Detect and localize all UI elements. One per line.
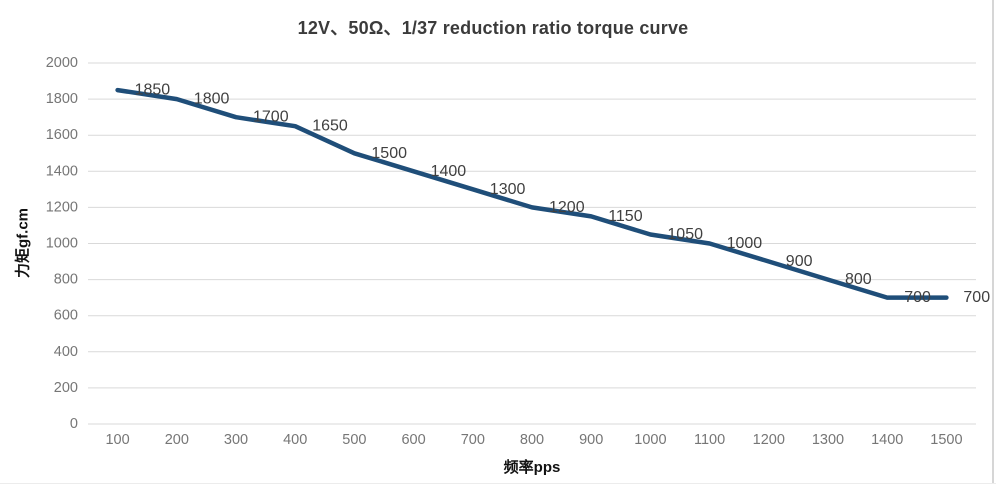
x-tick-label: 900	[579, 432, 603, 448]
x-tick-label: 300	[224, 432, 248, 448]
y-tick-label: 1600	[46, 127, 78, 143]
y-tick-label: 1200	[46, 199, 78, 215]
x-tick-label: 1200	[753, 432, 785, 448]
x-tick-label: 1000	[634, 432, 666, 448]
chart-title: 12V、50Ω、1/37 reduction ratio torque curv…	[297, 18, 689, 38]
x-tick-label: 500	[342, 432, 366, 448]
x-tick-label: 1500	[930, 432, 962, 448]
data-label: 1200	[549, 199, 585, 216]
y-tick-label: 600	[54, 308, 78, 324]
y-tick-label: 800	[54, 272, 78, 288]
data-label: 1800	[194, 91, 230, 108]
y-tick-label: 400	[54, 344, 78, 360]
y-tick-label: 1800	[46, 91, 78, 107]
data-label: 900	[786, 253, 813, 270]
data-label: 1000	[727, 235, 763, 252]
data-label: 1500	[371, 145, 407, 162]
data-label: 1650	[312, 118, 348, 135]
data-label: 1150	[608, 208, 643, 225]
x-tick-label: 200	[165, 432, 189, 448]
torque-series-line	[115, 87, 949, 300]
y-tick-label: 2000	[46, 55, 78, 71]
data-labels: 1850 1800 1700 1650 1500 1400 1300 1200 1150 1050…	[135, 82, 991, 307]
y-tick-label: 1000	[46, 236, 78, 252]
data-label: 1850	[135, 82, 171, 99]
x-axis-title: 频率pps	[503, 459, 561, 476]
data-label: 1400	[431, 163, 467, 180]
data-label: 700	[963, 289, 990, 306]
right-edge-divider	[992, 0, 994, 484]
y-tick-label: 1400	[46, 163, 78, 179]
x-tick-label: 1400	[871, 432, 903, 448]
y-axis-tick-labels: 0 200 400 600 800 1000 1200 1400 1600 1800 2000	[46, 55, 78, 432]
data-label: 800	[845, 271, 872, 288]
x-tick-label: 100	[105, 432, 129, 448]
x-axis-tick-labels: 100 200 300 400 500 600 700 800 900 1000 1100 1200 1…	[105, 432, 962, 448]
gridlines	[88, 62, 976, 425]
x-tick-label: 1300	[812, 432, 844, 448]
data-label: 1700	[253, 109, 289, 126]
x-tick-label: 800	[520, 432, 544, 448]
y-tick-label: 0	[70, 416, 78, 432]
data-label: 1300	[490, 181, 526, 198]
y-tick-label: 200	[54, 380, 78, 396]
x-tick-label: 1100	[694, 432, 725, 448]
x-tick-label: 400	[283, 432, 307, 448]
data-label: 700	[904, 289, 931, 306]
x-tick-label: 600	[401, 432, 425, 448]
data-label: 1050	[667, 226, 703, 243]
x-tick-label: 700	[461, 432, 485, 448]
